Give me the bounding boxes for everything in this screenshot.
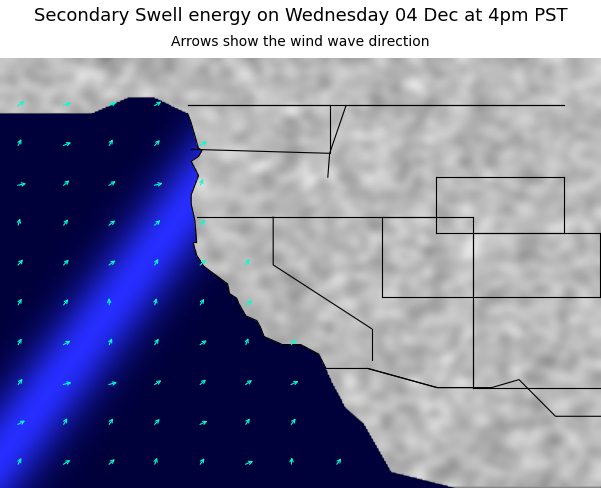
Text: Arrows show the wind wave direction: Arrows show the wind wave direction <box>171 35 430 49</box>
Polygon shape <box>0 59 601 488</box>
Text: Secondary Swell energy on Wednesday 04 Dec at 4pm PST: Secondary Swell energy on Wednesday 04 D… <box>34 7 567 25</box>
